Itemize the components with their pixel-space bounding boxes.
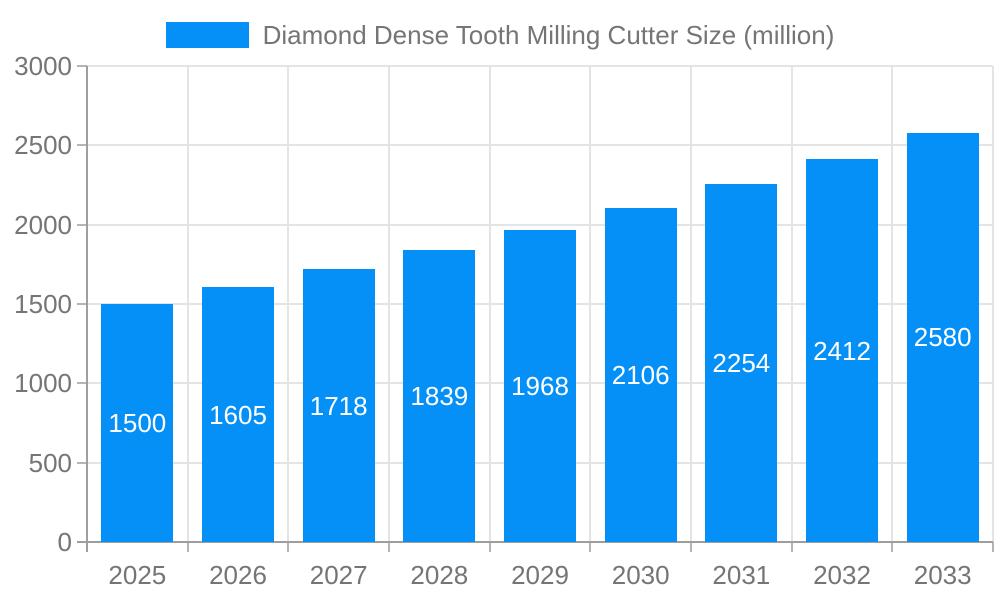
bar-2030[interactable] <box>604 207 677 542</box>
x-axis-label: 2025 <box>108 560 167 590</box>
gridline-vertical <box>690 66 692 542</box>
y-axis-label: 3000 <box>14 51 72 81</box>
gridline-vertical <box>589 66 592 542</box>
bar-2028[interactable] <box>403 250 476 542</box>
bar-2031[interactable] <box>705 184 778 542</box>
x-axis-tick <box>287 542 290 552</box>
bar-2025[interactable] <box>101 304 174 542</box>
y-axis-label: 1000 <box>14 368 72 399</box>
x-axis-label: 2031 <box>712 560 771 590</box>
gridline-vertical <box>790 66 793 542</box>
x-axis-label: 2028 <box>410 560 469 590</box>
x-axis-tick <box>589 542 592 552</box>
y-axis-label: 0 <box>57 527 72 557</box>
bar-2027[interactable] <box>302 269 375 542</box>
gridline-vertical <box>186 66 189 542</box>
x-axis-label: 2030 <box>611 560 670 590</box>
x-axis-label: 2026 <box>209 560 267 590</box>
x-axis-line <box>77 541 993 543</box>
y-axis-label: 1500 <box>14 289 72 319</box>
bar-2032[interactable] <box>806 159 878 542</box>
gridline-vertical <box>992 66 994 542</box>
x-axis-tick <box>388 542 390 552</box>
y-axis-tick <box>77 144 87 147</box>
x-axis-tick <box>891 542 894 552</box>
bar-2033[interactable] <box>906 132 979 542</box>
x-axis-tick <box>992 542 994 552</box>
gridline-horizontal <box>87 144 993 147</box>
y-axis-tick <box>77 382 87 385</box>
legend-swatch-icon <box>165 22 249 48</box>
x-axis-tick <box>488 542 491 552</box>
y-axis-tick <box>77 223 87 226</box>
x-axis-tick <box>790 542 793 552</box>
x-axis-label: 2032 <box>813 560 871 590</box>
gridline-vertical <box>891 66 894 542</box>
y-axis-tick <box>77 303 87 305</box>
bar-2029[interactable] <box>504 229 576 542</box>
y-axis-label: 500 <box>28 447 72 478</box>
x-axis-label: 2029 <box>511 560 569 590</box>
bar-2026[interactable] <box>202 287 274 542</box>
y-axis-tick <box>77 461 87 464</box>
x-axis-tick <box>690 542 692 552</box>
legend-label: Diamond Dense Tooth Milling Cutter Size … <box>262 20 835 50</box>
gridline-vertical <box>488 66 491 542</box>
gridline-horizontal <box>87 223 993 226</box>
y-axis-line <box>86 66 88 552</box>
gridline-horizontal <box>87 65 993 67</box>
legend-item[interactable]: Diamond Dense Tooth Milling Cutter Size … <box>0 20 1000 50</box>
x-axis-label: 2027 <box>309 560 368 590</box>
gridline-vertical <box>388 66 390 542</box>
y-axis-label: 2000 <box>14 209 72 240</box>
gridline-vertical <box>287 66 290 542</box>
x-axis-tick <box>186 542 189 552</box>
y-axis-label: 2500 <box>14 130 72 161</box>
x-axis-label: 2033 <box>913 560 972 590</box>
y-axis-tick <box>77 65 87 67</box>
